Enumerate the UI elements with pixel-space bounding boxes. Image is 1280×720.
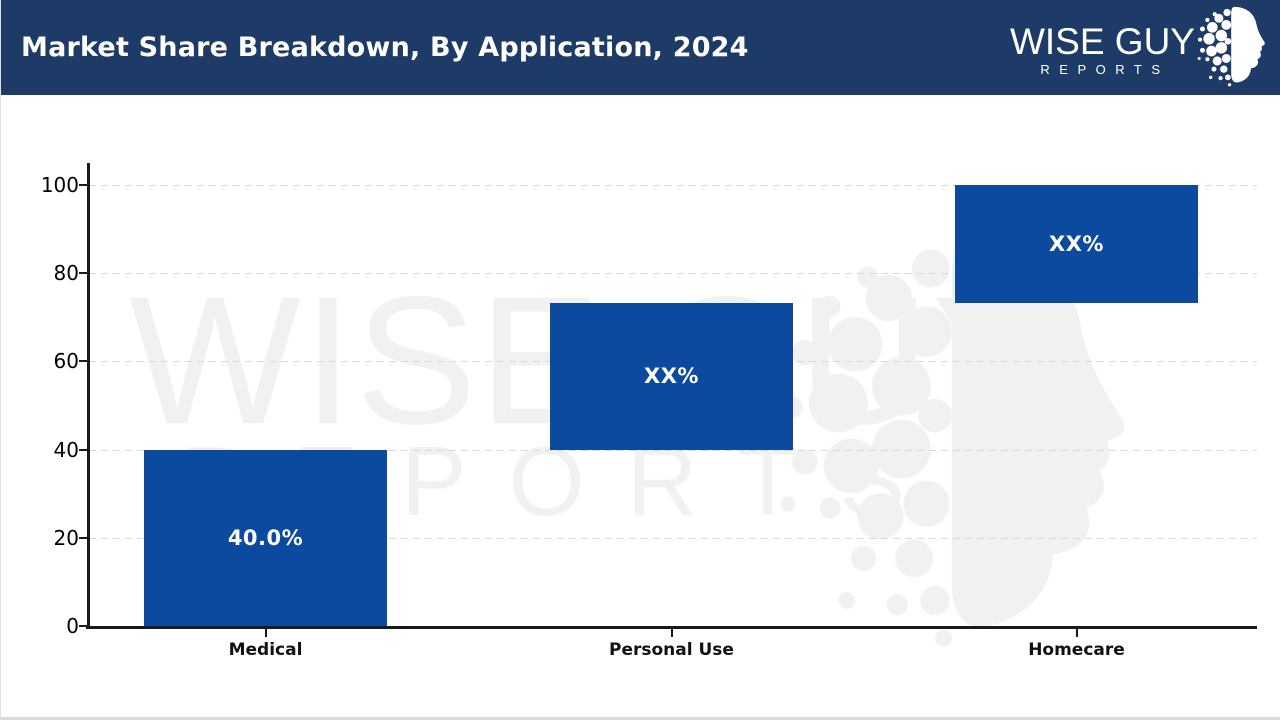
gridline-100 — [89, 185, 1257, 187]
y-tick-20 — [79, 536, 87, 539]
page-title: Market Share Breakdown, By Application, … — [21, 32, 749, 63]
bar-homecare: XX% — [955, 185, 1198, 303]
logo-subtext: REPORTS — [1040, 62, 1170, 77]
y-tick-80 — [79, 272, 87, 275]
logo-face-icon — [1197, 6, 1265, 86]
bar-medical: 40.0% — [144, 449, 387, 626]
gridline-20 — [89, 537, 1257, 539]
bar-label-personal-use: XX% — [644, 364, 699, 389]
bar-label-medical: 40.0% — [227, 525, 304, 550]
gridline-40 — [89, 449, 1257, 451]
x-tick-homecare — [1075, 629, 1078, 637]
bar-personal-use: XX% — [550, 302, 793, 450]
y-tick-0 — [79, 625, 87, 627]
y-tick-label-0: 0 — [66, 614, 79, 638]
gridline-80 — [89, 273, 1257, 275]
category-label-personal-use: Personal Use — [609, 640, 734, 660]
wiseguy-logo: WISE GUY REPORTS — [1010, 0, 1280, 95]
y-tick-60 — [79, 360, 87, 363]
y-tick-label-20: 20 — [53, 525, 79, 550]
header-bar: Market Share Breakdown, By Application, … — [1, 0, 1280, 95]
logo-text: WISE GUY REPORTS — [1010, 23, 1195, 76]
y-tick-label-40: 40 — [53, 437, 79, 462]
x-tick-personal-use — [670, 629, 673, 637]
y-tick-label-80: 80 — [53, 261, 79, 286]
y-tick-100 — [79, 184, 87, 187]
logo-wordmark: WISE GUY — [1009, 21, 1195, 62]
x-tick-medical — [264, 629, 267, 637]
y-tick-label-60: 60 — [53, 349, 79, 374]
y-tick-label-100: 100 — [40, 173, 79, 198]
bar-label-homecare: XX% — [1049, 231, 1104, 256]
y-axis-spine — [87, 163, 90, 629]
y-tick-40 — [79, 448, 87, 451]
category-label-medical: Medical — [228, 640, 303, 660]
category-label-homecare: Homecare — [1028, 640, 1125, 660]
x-axis-spine — [86, 626, 1257, 629]
